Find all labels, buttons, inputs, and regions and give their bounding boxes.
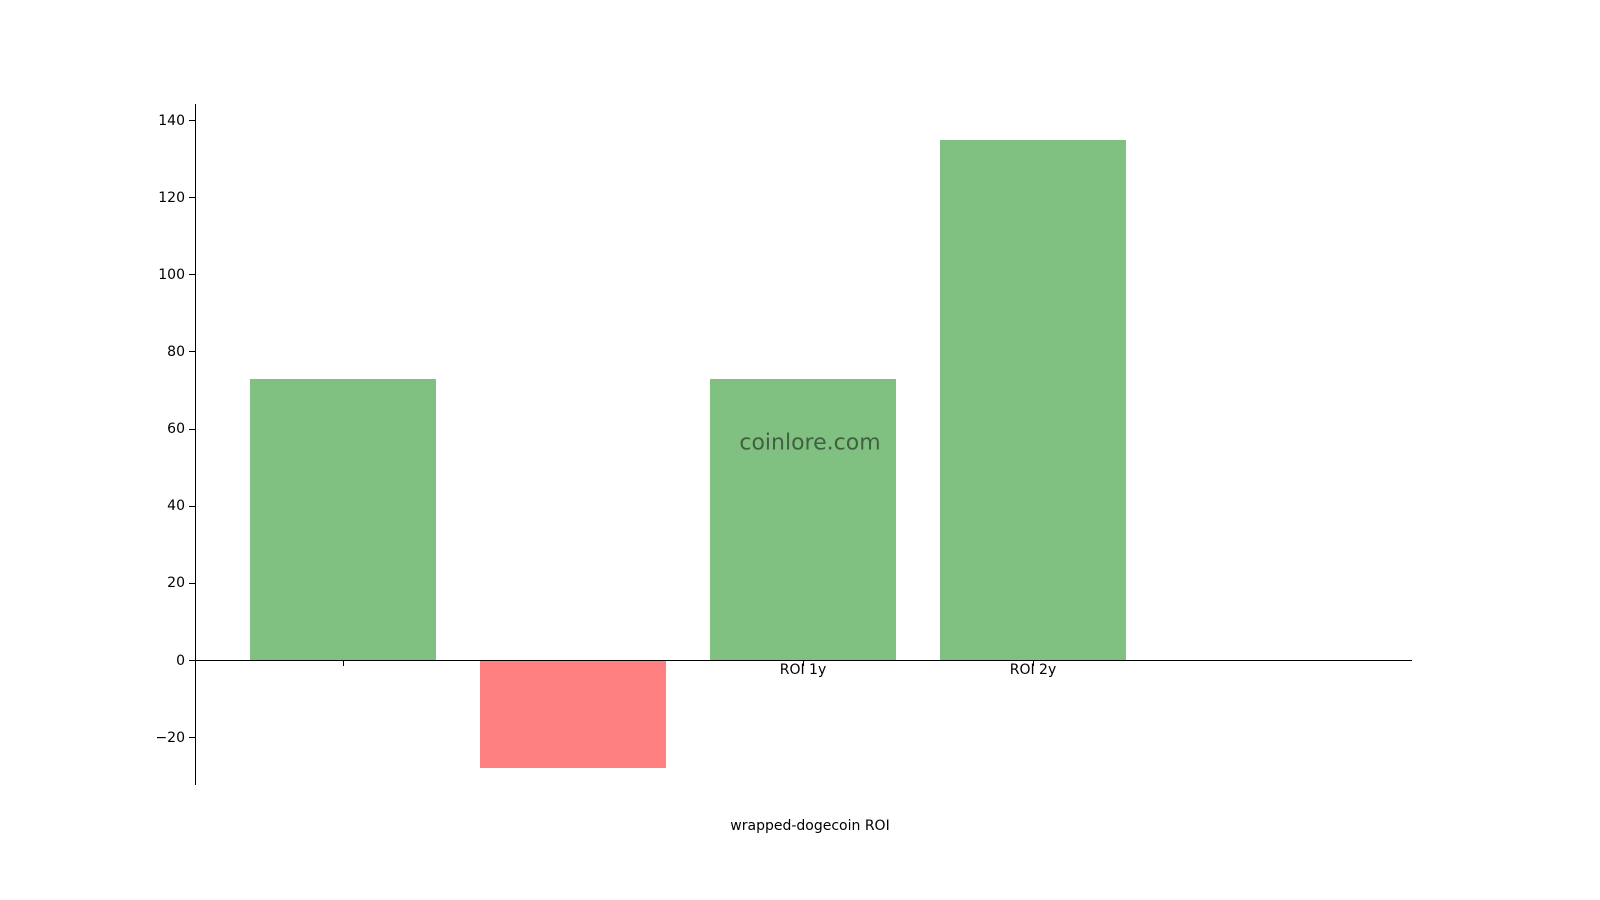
y-tick-mark bbox=[189, 351, 196, 353]
y-tick-label: 0 bbox=[176, 652, 185, 669]
y-tick-mark bbox=[189, 197, 196, 199]
bar bbox=[710, 378, 896, 661]
x-axis-line bbox=[196, 660, 1412, 661]
y-tick-mark bbox=[189, 505, 196, 507]
y-tick-label: 100 bbox=[158, 266, 185, 283]
bar bbox=[940, 139, 1126, 661]
y-tick-mark bbox=[189, 737, 196, 739]
y-tick-mark bbox=[189, 120, 196, 122]
y-tick-label: 60 bbox=[167, 421, 185, 438]
y-tick-label: 80 bbox=[167, 343, 185, 360]
x-tick-mark bbox=[343, 660, 344, 666]
x-tick-label: ROI 1y bbox=[779, 662, 827, 678]
x-tick-label: ROI 2y bbox=[1009, 662, 1057, 678]
bar bbox=[480, 661, 666, 768]
y-tick-label: 40 bbox=[167, 498, 185, 515]
y-tick-label: −20 bbox=[155, 729, 185, 746]
y-tick-mark bbox=[189, 660, 196, 661]
y-tick-mark bbox=[189, 274, 196, 276]
y-tick-label: 20 bbox=[167, 575, 185, 592]
y-tick-label: 120 bbox=[158, 189, 185, 206]
y-tick-mark bbox=[189, 428, 196, 430]
y-tick-mark bbox=[189, 582, 196, 584]
chart-caption: wrapped-dogecoin ROI bbox=[730, 818, 890, 834]
y-tick-label: 140 bbox=[158, 112, 185, 129]
watermark-text: coinlore.com bbox=[739, 430, 881, 456]
x-tick-mark bbox=[803, 660, 804, 666]
bar bbox=[250, 378, 436, 661]
y-axis-line bbox=[195, 104, 196, 785]
x-tick-mark bbox=[1033, 660, 1034, 666]
